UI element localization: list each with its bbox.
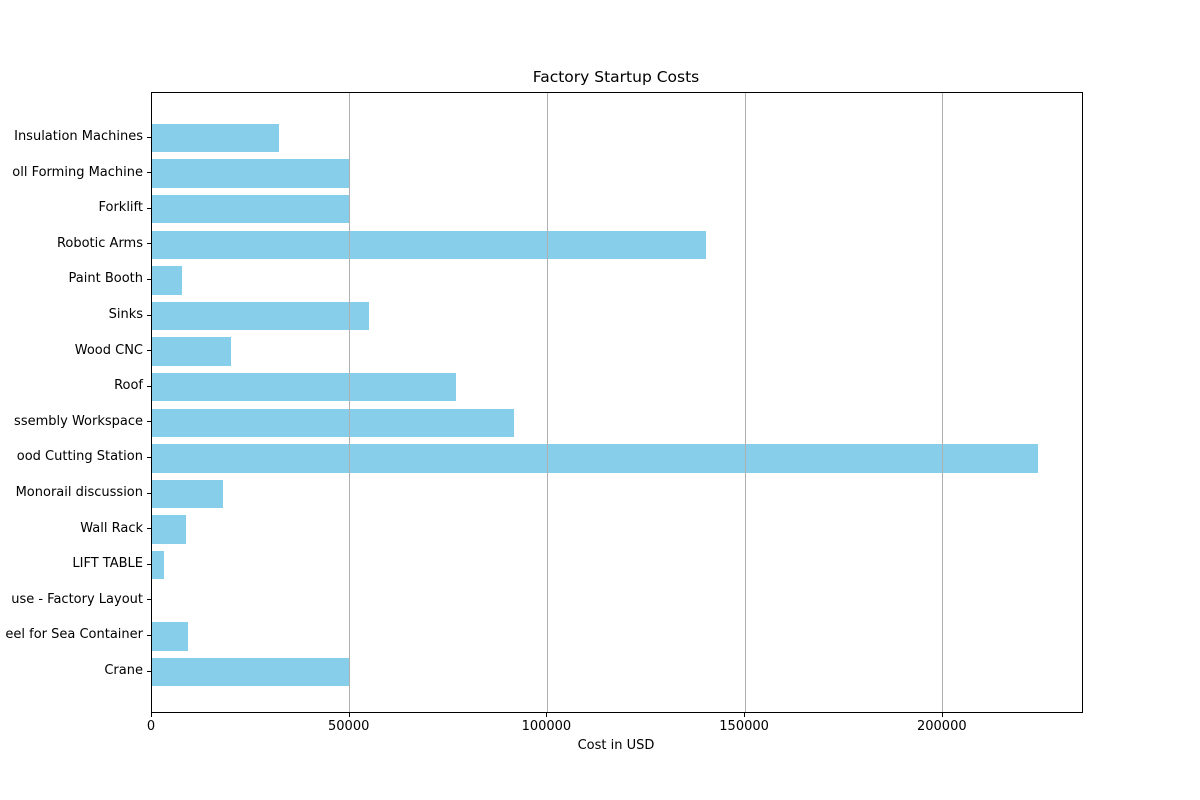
y-tick-mark	[147, 421, 151, 423]
x-tick-label: 0	[146, 719, 156, 734]
y-tick-label: ood Cutting Station	[16, 449, 143, 465]
x-tick-mark	[348, 713, 350, 717]
y-tick-label: Wood CNC	[74, 342, 143, 358]
bar	[152, 372, 457, 402]
bar	[152, 622, 188, 651]
y-tick-mark	[147, 350, 151, 352]
y-tick-mark	[147, 136, 151, 138]
y-tick-label: eel for Sea Container	[5, 627, 143, 643]
y-tick-mark	[147, 634, 151, 636]
y-tick-label: Sinks	[108, 307, 143, 322]
bar	[152, 266, 182, 295]
x-tick-mark	[546, 713, 548, 717]
bar	[152, 515, 186, 544]
x-tick-label: 100000	[521, 719, 572, 734]
bar	[152, 159, 350, 188]
x-tick-label: 150000	[719, 719, 769, 734]
bar	[152, 408, 514, 438]
bar	[152, 123, 279, 153]
y-tick-mark	[147, 599, 151, 601]
x-axis-label: Cost in USD	[577, 738, 655, 753]
y-tick-label: Paint Booth	[68, 271, 143, 287]
bar	[152, 550, 164, 580]
y-tick-label: Insulation Machines	[14, 129, 143, 144]
bar	[152, 444, 1038, 473]
y-tick-label: Robotic Arms	[56, 235, 143, 251]
y-tick-label: Wall Rack	[80, 520, 143, 536]
y-tick-label: Forklift	[98, 200, 143, 216]
y-tick-label: Crane	[104, 663, 143, 678]
x-tick-label: 200000	[916, 719, 967, 734]
x-tick-mark	[151, 713, 152, 717]
y-tick-mark	[147, 278, 151, 280]
y-tick-label: LIFT TABLE	[72, 556, 143, 572]
y-tick-mark	[147, 563, 151, 565]
chart-title: Factory Startup Costs	[532, 68, 700, 86]
bar	[152, 479, 224, 509]
y-tick-mark	[147, 492, 151, 494]
gridline	[942, 93, 944, 712]
bar	[152, 194, 350, 224]
y-tick-label: use - Factory Layout	[11, 591, 143, 607]
y-tick-label: oll Forming Machine	[12, 164, 143, 180]
y-tick-label: Roof	[114, 378, 143, 394]
x-tick-mark	[744, 713, 746, 717]
bar	[152, 230, 706, 260]
bar	[152, 657, 350, 687]
y-tick-mark	[147, 243, 151, 245]
y-tick-mark	[147, 670, 151, 672]
gridline	[546, 93, 548, 712]
y-tick-mark	[147, 314, 151, 316]
gridline	[744, 93, 746, 712]
x-tick-mark	[941, 713, 943, 717]
plot-area	[151, 92, 1083, 713]
y-tick-mark	[147, 172, 151, 174]
y-tick-label: ssembly Workspace	[14, 413, 143, 429]
y-tick-label: Monorail discussion	[15, 485, 143, 500]
y-tick-mark	[147, 456, 151, 458]
y-tick-mark	[147, 385, 151, 387]
y-tick-mark	[147, 207, 151, 209]
y-tick-mark	[147, 528, 151, 530]
gridline	[349, 93, 351, 712]
bar	[152, 301, 370, 331]
x-tick-label: 50000	[328, 719, 370, 734]
bar	[152, 337, 232, 366]
